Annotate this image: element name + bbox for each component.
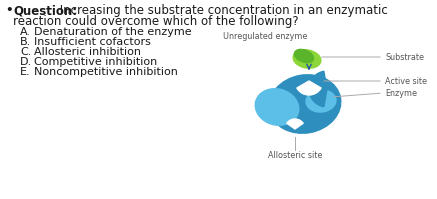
Ellipse shape xyxy=(255,89,299,125)
Ellipse shape xyxy=(293,50,321,68)
Text: Unregulated enzyme: Unregulated enzyme xyxy=(223,32,307,41)
Text: Competitive inhibition: Competitive inhibition xyxy=(34,57,157,67)
Text: •: • xyxy=(5,4,13,17)
Text: Allosteric inhibition: Allosteric inhibition xyxy=(34,47,141,57)
Ellipse shape xyxy=(295,49,314,63)
Text: Active site: Active site xyxy=(385,76,427,86)
Wedge shape xyxy=(318,74,323,88)
Text: Question:: Question: xyxy=(13,4,77,17)
Wedge shape xyxy=(287,119,303,129)
Text: Denaturation of the enzyme: Denaturation of the enzyme xyxy=(34,27,192,37)
Text: Insufficient cofactors: Insufficient cofactors xyxy=(34,37,151,47)
Text: B.: B. xyxy=(20,37,31,47)
Wedge shape xyxy=(309,71,327,107)
Wedge shape xyxy=(297,81,321,95)
Text: Noncompetitive inhibition: Noncompetitive inhibition xyxy=(34,67,178,77)
Ellipse shape xyxy=(306,90,336,112)
Text: reaction could overcome which of the following?: reaction could overcome which of the fol… xyxy=(13,15,298,28)
Text: Allosteric site: Allosteric site xyxy=(268,151,322,160)
Text: E.: E. xyxy=(20,67,31,77)
Text: A.: A. xyxy=(20,27,31,37)
Text: D.: D. xyxy=(20,57,32,67)
Text: Increasing the substrate concentration in an enzymatic: Increasing the substrate concentration i… xyxy=(56,4,388,17)
Text: Enzyme: Enzyme xyxy=(385,89,417,98)
Text: C.: C. xyxy=(20,47,31,57)
Text: Substrate: Substrate xyxy=(385,53,424,61)
Ellipse shape xyxy=(269,75,341,133)
